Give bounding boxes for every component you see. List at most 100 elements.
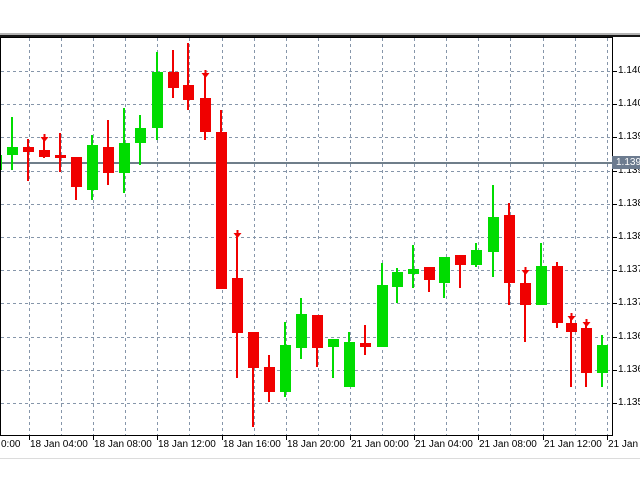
price-axis-tick [613,303,617,304]
current-price-box: 1.139 [612,156,640,169]
price-axis-label: 1.136 [618,331,640,342]
price-axis-tick [613,403,617,404]
sell-signal-arrow [40,129,49,142]
time-gridline [318,38,319,435]
time-gridline [189,38,190,435]
candle-body-down [168,72,179,88]
time-gridline [414,38,415,435]
price-axis-tick [613,370,617,371]
time-axis-label: 21 Jan 08:00 [479,439,537,450]
time-gridline [254,38,255,435]
time-axis-tick [222,436,223,440]
candle-body-up [119,143,130,173]
candle-wick-up [11,117,13,170]
price-axis-tick [613,104,617,105]
price-gridline [1,270,612,271]
sell-signal-arrow [233,225,242,238]
price-gridline [1,104,612,105]
price-gridline [1,171,612,172]
candle-body-down [216,132,227,289]
candle-body-down [360,343,371,347]
candle-body-up [296,314,307,348]
price-gridline [1,204,612,205]
price-axis-label: 1.135 [618,397,640,408]
candle-wick-down [252,332,254,427]
candle-wick-up [332,339,334,378]
current-price-line [1,162,612,164]
time-axis-label: 18 Jan 04:00 [30,439,88,450]
chart-plot-area[interactable] [0,37,613,436]
candle-wick-down [187,43,189,110]
time-axis-tick [607,436,608,440]
time-gridline [29,38,30,435]
time-gridline [478,38,479,435]
candle-body-down [55,155,66,158]
candle-body-down [200,98,211,132]
candle-body-down [424,267,435,280]
time-axis-tick [543,436,544,440]
time-axis-tick [350,436,351,440]
price-axis-tick [613,137,617,138]
candle-body-up [135,128,146,143]
price-axis-tick [613,270,617,271]
time-axis-tick [286,436,287,440]
current-price-value: 1.139 [616,157,640,168]
time-axis-label: 21 Jan 04:00 [415,439,473,450]
price-axis-label: 1.139 [618,131,640,142]
price-axis-tick [613,204,617,205]
time-gridline [575,38,576,435]
price-gridline [1,370,612,371]
candle-body-up [1,155,2,170]
candle-body-up [87,145,98,190]
candle-body-down [23,147,34,152]
candle-body-up [152,72,163,128]
time-gridline [382,38,383,435]
window-top-separator-dark [0,35,640,37]
time-axis-label: 18 Jan 16:00 [223,439,281,450]
price-axis-tick [613,171,617,172]
price-axis-label: 1.137 [618,264,640,275]
candle-body-down [248,332,259,368]
candle-body-down [71,157,82,187]
time-axis-label: 21 Jan 12:00 [544,439,602,450]
price-gridline [1,237,612,238]
time-axis-label: 0:00 [1,439,21,450]
time-gridline [607,38,608,435]
candle-body-down [581,328,592,373]
candle-body-down [552,266,563,323]
time-gridline [61,38,62,435]
candle-wick-down [459,255,461,288]
price-axis-label: 1.139 [618,165,640,176]
price-axis-tick [613,71,617,72]
time-axis-label: 18 Jan 12:00 [158,439,216,450]
window-top-separator-light [0,33,640,35]
time-axis-label: 18 Jan 20:00 [287,439,345,450]
time-axis-label: 18 Jan 08:00 [94,439,152,450]
candle-body-up [328,339,339,347]
time-axis-tick [93,436,94,440]
price-axis-label: 1.136 [618,364,640,375]
candle-body-up [392,272,403,287]
candle-body-up [488,217,499,252]
candle-body-up [280,345,291,392]
sell-signal-arrow [567,308,576,321]
candle-wick-down [43,137,45,158]
candle-body-down [183,85,194,100]
time-gridline [125,38,126,435]
sell-signal-arrow [201,65,210,78]
candle-body-up [7,147,18,155]
time-gridline [286,38,287,435]
price-axis-label: 1.137 [618,297,640,308]
price-axis-label: 1.140 [618,98,640,109]
time-axis-tick [478,436,479,440]
time-gridline [543,38,544,435]
sell-signal-arrow [521,262,530,275]
sell-signal-arrow [582,314,591,327]
time-axis-label: 21 Jan 1 [608,439,640,450]
time-axis-label: 21 Jan 00:00 [351,439,409,450]
price-gridline [1,303,612,304]
price-gridline [1,137,612,138]
candle-body-down [312,315,323,348]
time-axis-tick [414,436,415,440]
